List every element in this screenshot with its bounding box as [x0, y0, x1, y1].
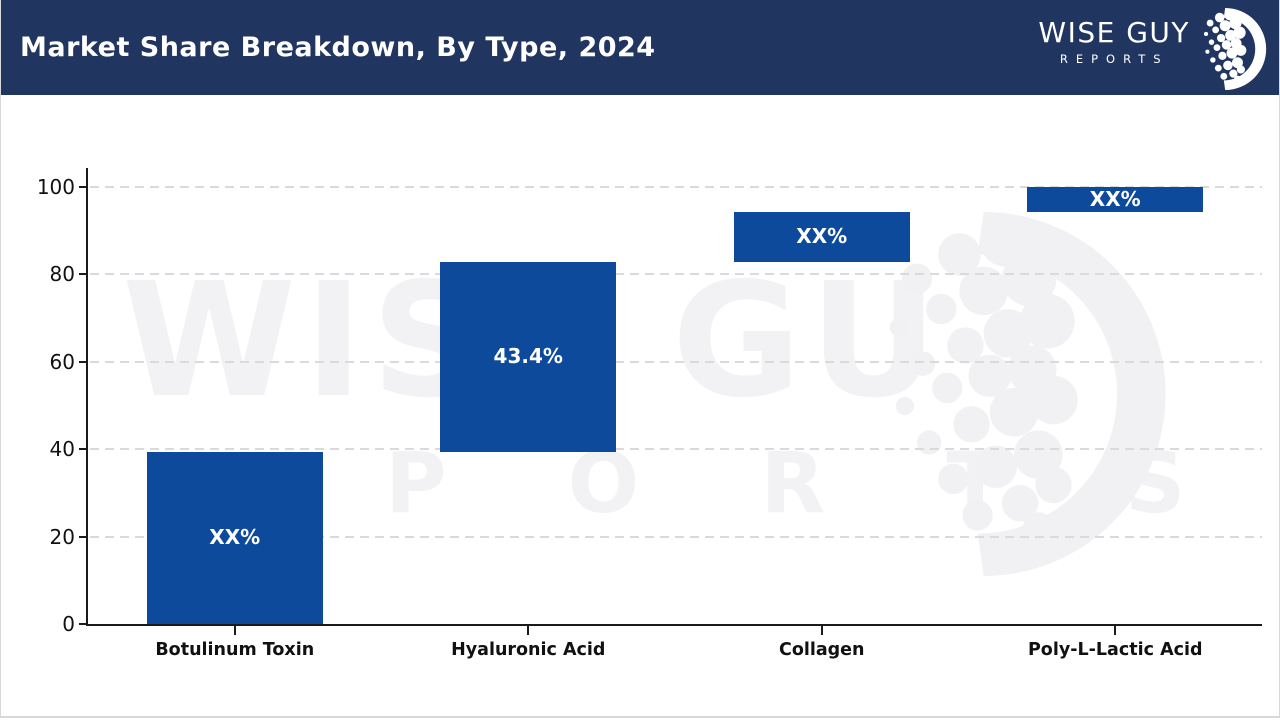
- y-tick-label-80: 80: [49, 262, 75, 287]
- brand-logo-text: WISE GUY REPORTS: [1038, 16, 1190, 67]
- bar-value-label: 43.4%: [493, 343, 563, 368]
- bar-value-label: XX%: [796, 224, 848, 249]
- gridline-100: [90, 186, 1262, 188]
- brand-name: WISE GUY: [1038, 16, 1190, 49]
- x-tick-0: [233, 626, 236, 635]
- category-label: Collagen: [778, 640, 865, 660]
- x-tick-3: [1114, 626, 1117, 635]
- gridline-80: [90, 273, 1262, 276]
- x-axis-spine: [86, 624, 1262, 626]
- brand-head-logo-icon: [1203, 8, 1267, 90]
- chart-title: Market Share Breakdown, By Type, 2024: [20, 32, 656, 63]
- brand-logo: WISE GUY REPORTS: [1028, 6, 1268, 90]
- header-band: Market Share Breakdown, By Type, 2024 WI…: [0, 0, 1280, 95]
- x-tick-2: [820, 626, 823, 635]
- bar-botulinum-toxin: [146, 451, 323, 624]
- y-tick-label-0: 0: [62, 612, 75, 636]
- bar-poly-l-lactic-acid: [1027, 187, 1204, 213]
- y-tick-40: [79, 448, 88, 451]
- gridline-40: [90, 448, 1262, 451]
- y-tick-0: [79, 623, 88, 625]
- y-tick-label-40: 40: [49, 437, 75, 462]
- bar-value-label: XX%: [209, 524, 261, 549]
- x-tick-1: [527, 626, 530, 635]
- y-tick-60: [79, 360, 88, 363]
- y-tick-100: [79, 186, 88, 188]
- bar-hyaluronic-acid: [440, 262, 617, 452]
- y-tick-label-20: 20: [49, 524, 75, 549]
- y-tick-20: [79, 535, 88, 538]
- y-tick-label-100: 100: [36, 175, 75, 199]
- y-tick-label-60: 60: [49, 349, 75, 374]
- bar-value-label: XX%: [1089, 186, 1141, 211]
- gridline-60: [90, 360, 1262, 363]
- brand-subtitle: REPORTS: [1059, 52, 1169, 66]
- y-tick-80: [79, 273, 88, 276]
- category-label: Botulinum Toxin: [155, 640, 315, 660]
- bar-collagen: [733, 212, 910, 263]
- gridline-20: [90, 535, 1262, 538]
- category-label: Hyaluronic Acid: [451, 640, 606, 660]
- category-label: Poly-L-Lactic Acid: [1027, 640, 1203, 660]
- y-axis-spine: [86, 168, 88, 626]
